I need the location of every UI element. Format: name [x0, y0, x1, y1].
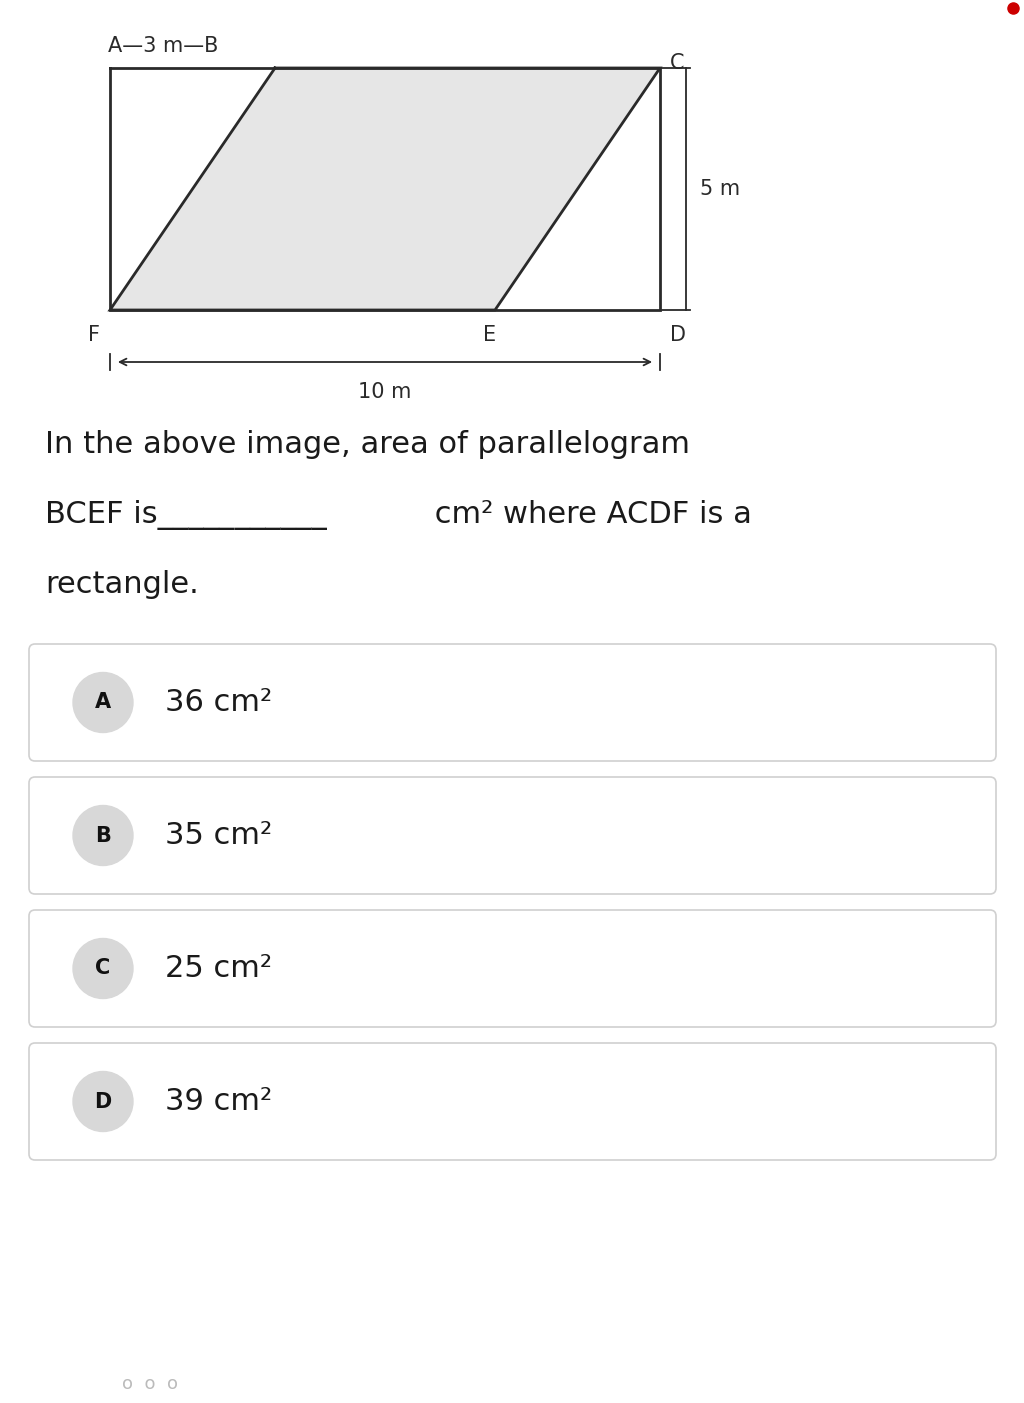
- Text: BCEF is___________: BCEF is___________: [45, 499, 327, 530]
- Text: E: E: [483, 325, 497, 345]
- Text: D: D: [670, 325, 686, 345]
- Text: In the above image, area of parallelogram: In the above image, area of parallelogra…: [45, 429, 690, 459]
- Text: 5 m: 5 m: [700, 180, 740, 199]
- Polygon shape: [110, 67, 660, 310]
- Text: 35 cm²: 35 cm²: [165, 821, 272, 850]
- Text: rectangle.: rectangle.: [45, 570, 199, 599]
- Text: B: B: [95, 825, 111, 846]
- Text: 39 cm²: 39 cm²: [165, 1087, 272, 1115]
- FancyBboxPatch shape: [29, 644, 996, 760]
- Text: 36 cm²: 36 cm²: [165, 687, 272, 717]
- Circle shape: [73, 939, 133, 999]
- FancyBboxPatch shape: [29, 1042, 996, 1160]
- Text: A—3 m—B: A—3 m—B: [108, 36, 218, 56]
- Text: cm² where ACDF is a: cm² where ACDF is a: [425, 499, 752, 529]
- Circle shape: [73, 672, 133, 732]
- Text: 10 m: 10 m: [358, 382, 412, 403]
- Circle shape: [73, 1072, 133, 1131]
- Text: A: A: [95, 693, 111, 713]
- Text: F: F: [88, 325, 100, 345]
- Text: 25 cm²: 25 cm²: [165, 954, 272, 984]
- Text: D: D: [94, 1092, 112, 1111]
- Circle shape: [73, 805, 133, 866]
- FancyBboxPatch shape: [29, 777, 996, 894]
- Text: o  o  o: o o o: [122, 1375, 178, 1393]
- Text: C: C: [670, 53, 684, 73]
- Text: C: C: [95, 958, 111, 978]
- FancyBboxPatch shape: [29, 911, 996, 1027]
